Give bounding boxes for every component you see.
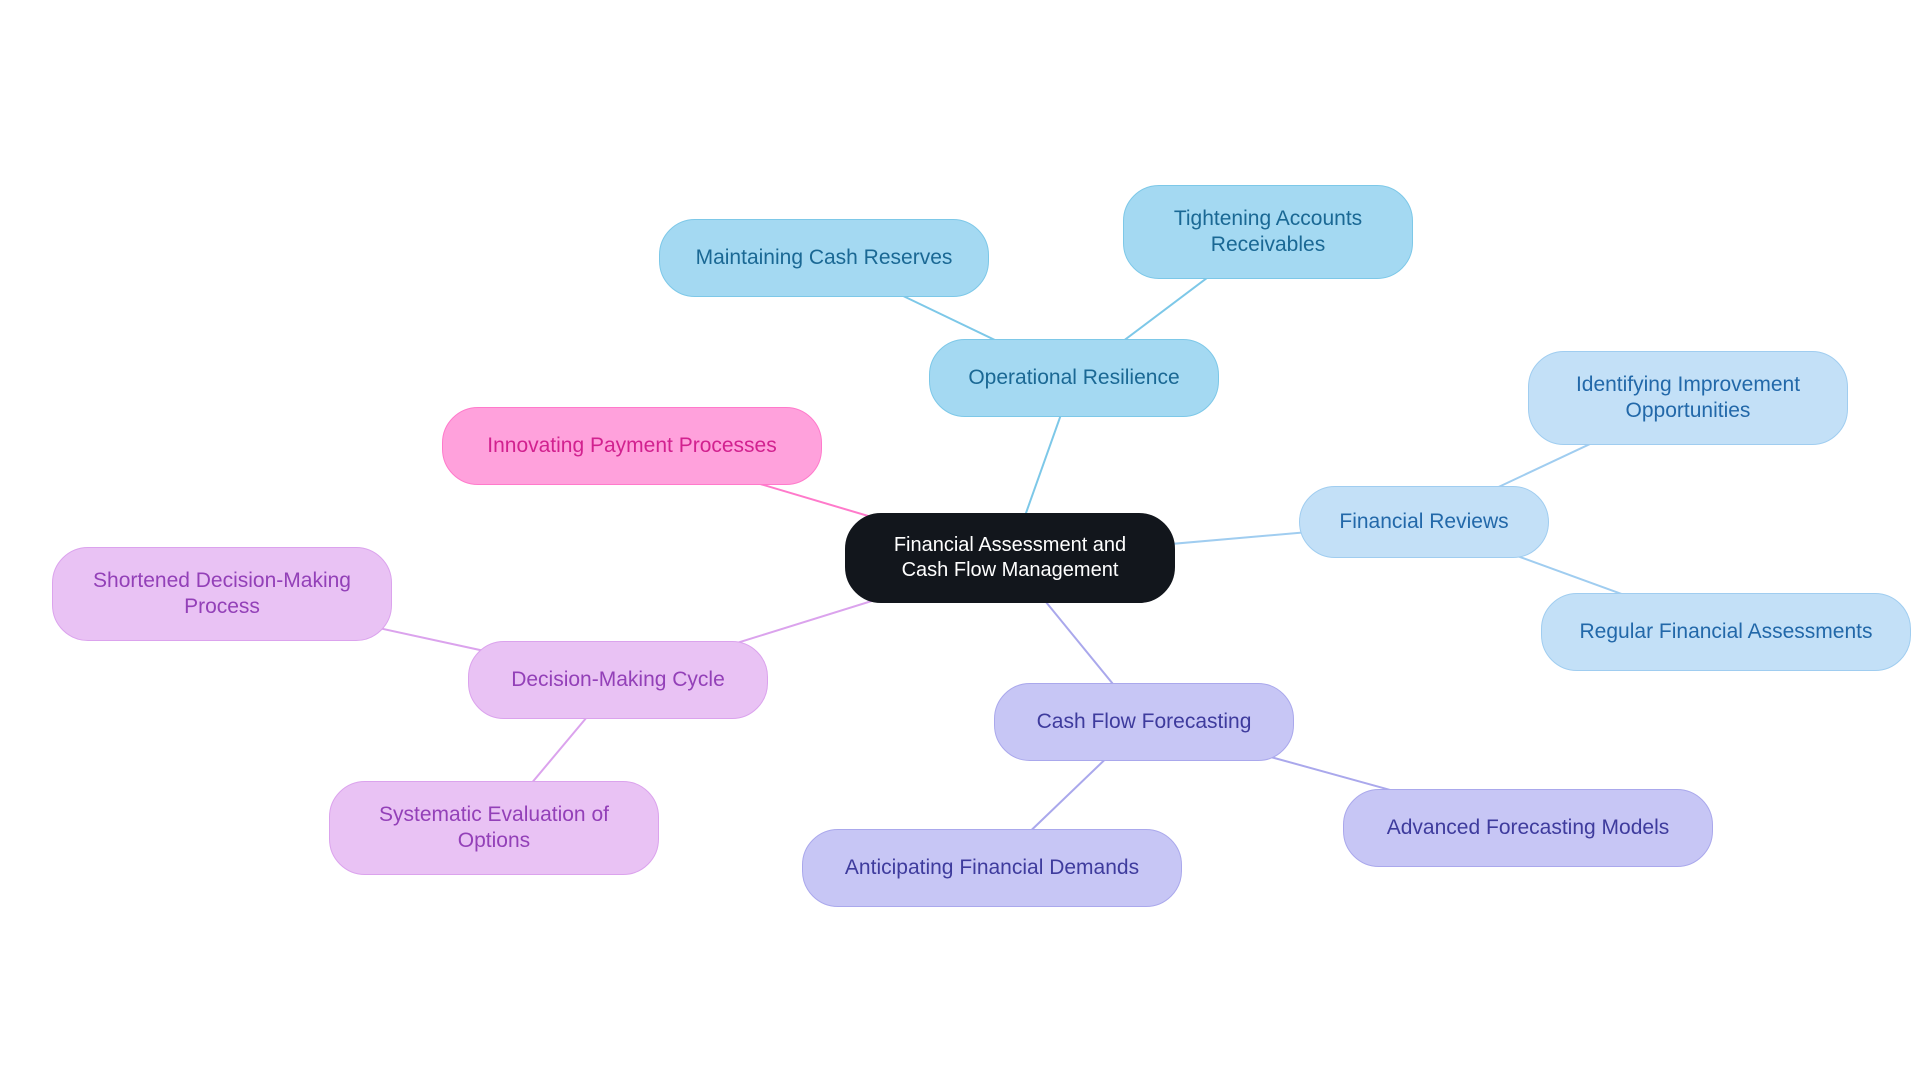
- node-label: Anticipating Financial Demands: [845, 855, 1139, 881]
- node-label: Cash Flow Forecasting: [1037, 709, 1252, 735]
- node-decision-cycle: Decision-Making Cycle: [468, 641, 768, 719]
- node-label: Shortened Decision-Making Process: [93, 568, 351, 621]
- node-improve-opp: Identifying Improvement Opportunities: [1528, 351, 1848, 445]
- node-reg-assess: Regular Financial Assessments: [1541, 593, 1911, 671]
- node-root: Financial Assessment and Cash Flow Manag…: [845, 513, 1175, 603]
- node-cash-forecast: Cash Flow Forecasting: [994, 683, 1294, 761]
- node-label: Advanced Forecasting Models: [1387, 815, 1670, 841]
- node-label: Systematic Evaluation of Options: [379, 802, 609, 855]
- node-label: Financial Reviews: [1339, 509, 1508, 535]
- node-adv-forecast: Advanced Forecasting Models: [1343, 789, 1713, 867]
- node-op-res: Operational Resilience: [929, 339, 1219, 417]
- node-label: Regular Financial Assessments: [1580, 619, 1873, 645]
- node-label: Financial Assessment and Cash Flow Manag…: [894, 533, 1126, 583]
- node-label: Decision-Making Cycle: [511, 667, 725, 693]
- node-label: Operational Resilience: [968, 365, 1179, 391]
- node-label: Maintaining Cash Reserves: [696, 245, 953, 271]
- node-label: Identifying Improvement Opportunities: [1576, 372, 1800, 425]
- node-sys-eval: Systematic Evaluation of Options: [329, 781, 659, 875]
- node-cash-reserves: Maintaining Cash Reserves: [659, 219, 989, 297]
- node-anticipating: Anticipating Financial Demands: [802, 829, 1182, 907]
- node-short-decision: Shortened Decision-Making Process: [52, 547, 392, 641]
- node-fin-reviews: Financial Reviews: [1299, 486, 1549, 558]
- node-tightening-ar: Tightening Accounts Receivables: [1123, 185, 1413, 279]
- node-innovating: Innovating Payment Processes: [442, 407, 822, 485]
- node-label: Tightening Accounts Receivables: [1174, 206, 1362, 259]
- node-label: Innovating Payment Processes: [487, 433, 777, 459]
